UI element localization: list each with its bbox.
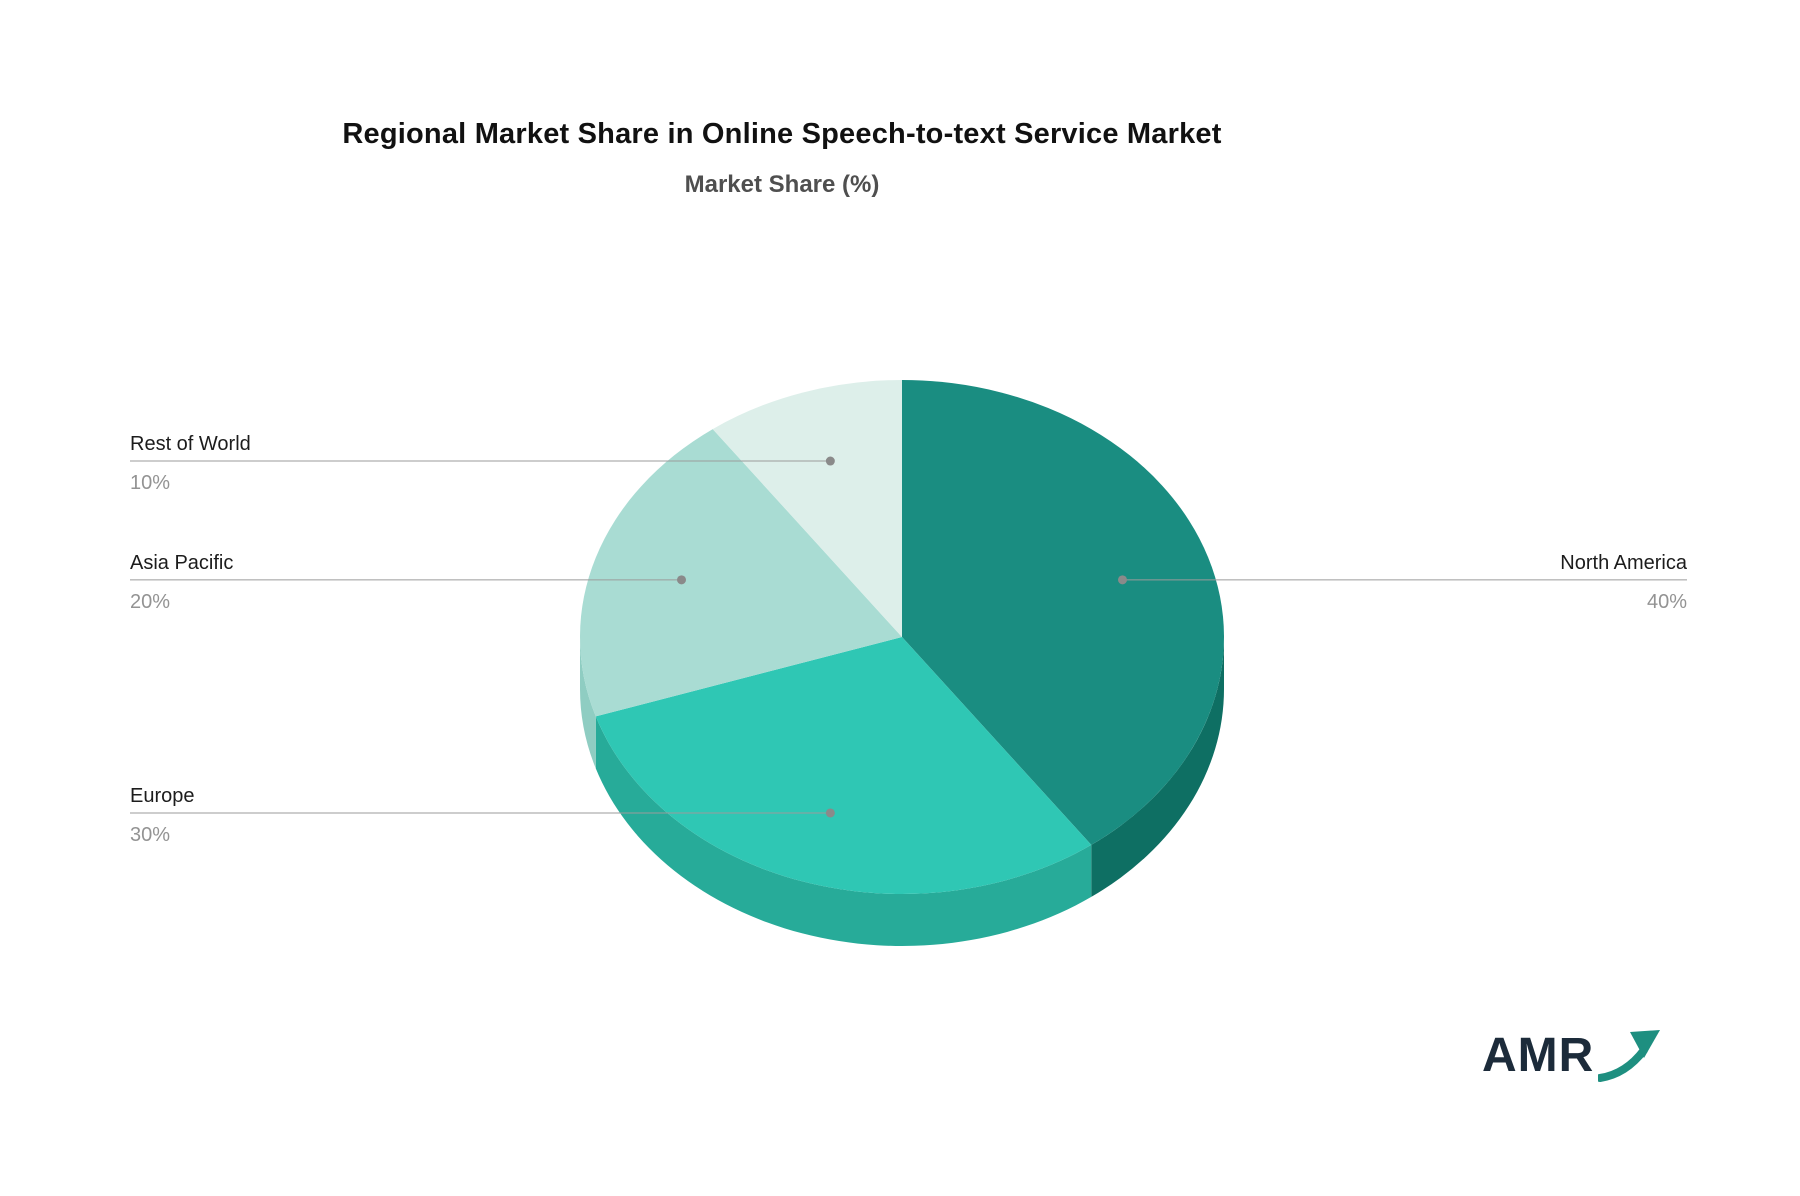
leader-dot-north-america — [1117, 575, 1127, 585]
slice-value-asia-pacific: 20% — [130, 591, 170, 613]
slice-value-north-america: 40% — [1647, 591, 1687, 613]
pie-slice-asia-pacific[interactable] — [580, 429, 902, 717]
chart-title: Regional Market Share in Online Speech-t… — [342, 118, 1222, 150]
pie-slice-side-north-america — [1091, 637, 1224, 897]
pie-slice-rest-of-world[interactable] — [712, 380, 902, 637]
brand-logo-text: AMR — [1482, 1029, 1595, 1082]
slice-value-europe: 30% — [130, 824, 170, 846]
pie-slice-side-europe — [595, 716, 1092, 946]
pie-slice-north-america[interactable] — [902, 380, 1224, 845]
pie-slice-side-asia-pacific — [580, 637, 596, 769]
chart-heading: Regional Market Share in Online Speech-t… — [0, 118, 1564, 199]
brand-logo-arrow-icon — [1598, 1030, 1660, 1082]
leader-dot-europe — [825, 808, 835, 818]
slice-label-rest-of-world: Rest of World — [130, 433, 251, 455]
chart-subtitle: Market Share (%) — [684, 171, 880, 198]
slice-label-asia-pacific: Asia Pacific — [130, 552, 233, 574]
slice-value-rest-of-world: 10% — [130, 472, 170, 494]
pie-slice-europe[interactable] — [595, 637, 1092, 895]
leader-dot-asia-pacific — [677, 575, 687, 585]
slice-label-north-america: North America — [1560, 552, 1688, 574]
slice-label-europe: Europe — [130, 785, 195, 807]
leader-dot-rest-of-world — [825, 456, 835, 466]
brand-logo: AMR — [1482, 1028, 1682, 1098]
